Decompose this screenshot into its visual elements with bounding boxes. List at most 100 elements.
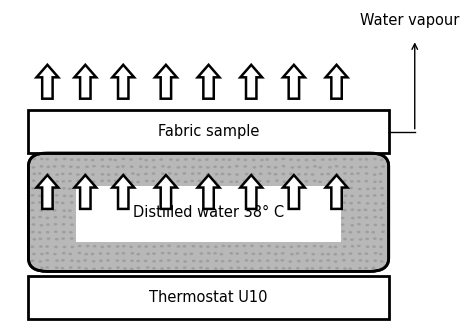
Polygon shape <box>240 175 262 209</box>
Circle shape <box>372 245 376 248</box>
Circle shape <box>114 202 118 205</box>
Circle shape <box>70 259 74 262</box>
Circle shape <box>295 224 299 227</box>
Circle shape <box>243 180 246 182</box>
Circle shape <box>38 238 42 240</box>
Circle shape <box>91 253 94 255</box>
Circle shape <box>374 224 377 226</box>
Circle shape <box>349 202 353 205</box>
Circle shape <box>326 224 329 226</box>
Circle shape <box>380 187 384 190</box>
Circle shape <box>374 166 378 169</box>
Circle shape <box>229 252 233 255</box>
Circle shape <box>182 172 186 175</box>
Circle shape <box>92 216 96 219</box>
Circle shape <box>190 216 193 219</box>
Circle shape <box>46 173 50 175</box>
Circle shape <box>328 158 332 161</box>
Circle shape <box>55 259 59 262</box>
Circle shape <box>295 202 299 205</box>
Circle shape <box>33 238 36 240</box>
Circle shape <box>191 194 195 197</box>
Circle shape <box>381 230 385 233</box>
Circle shape <box>288 267 292 269</box>
Circle shape <box>258 259 262 262</box>
Circle shape <box>153 166 156 169</box>
Circle shape <box>61 259 65 262</box>
Circle shape <box>221 216 225 219</box>
Circle shape <box>365 260 369 263</box>
Circle shape <box>373 194 376 197</box>
Circle shape <box>258 180 262 182</box>
Circle shape <box>91 173 95 176</box>
Circle shape <box>260 223 264 226</box>
Circle shape <box>267 165 271 168</box>
Circle shape <box>68 172 72 175</box>
Circle shape <box>86 216 90 218</box>
Circle shape <box>160 194 164 197</box>
Circle shape <box>288 180 292 182</box>
Circle shape <box>85 165 89 168</box>
Circle shape <box>191 166 195 168</box>
Circle shape <box>176 245 180 248</box>
Circle shape <box>38 215 42 218</box>
Circle shape <box>359 166 363 168</box>
Circle shape <box>282 238 286 241</box>
Circle shape <box>144 159 148 162</box>
Circle shape <box>364 267 368 269</box>
Circle shape <box>146 216 150 219</box>
Circle shape <box>237 215 241 218</box>
Circle shape <box>31 166 35 169</box>
Polygon shape <box>198 65 219 99</box>
Circle shape <box>229 195 233 197</box>
Circle shape <box>78 244 82 247</box>
Circle shape <box>107 187 110 190</box>
Circle shape <box>259 230 263 233</box>
Circle shape <box>221 194 225 197</box>
Circle shape <box>379 180 383 183</box>
Circle shape <box>351 245 355 247</box>
Circle shape <box>152 159 155 162</box>
Circle shape <box>365 180 368 183</box>
Circle shape <box>215 223 219 225</box>
Circle shape <box>68 209 72 212</box>
Circle shape <box>237 266 240 269</box>
Circle shape <box>198 231 201 234</box>
Circle shape <box>326 238 330 241</box>
Circle shape <box>245 223 248 226</box>
Circle shape <box>374 259 377 262</box>
Circle shape <box>121 224 125 227</box>
Circle shape <box>206 180 210 182</box>
Circle shape <box>328 166 332 168</box>
Circle shape <box>328 180 331 183</box>
Circle shape <box>108 209 111 211</box>
Circle shape <box>334 260 337 263</box>
Circle shape <box>259 165 263 168</box>
Circle shape <box>245 216 248 219</box>
Circle shape <box>259 267 263 269</box>
Circle shape <box>282 173 285 175</box>
Circle shape <box>237 158 240 161</box>
Circle shape <box>91 209 95 212</box>
Circle shape <box>245 259 248 262</box>
Circle shape <box>161 238 164 240</box>
Circle shape <box>250 244 254 247</box>
Circle shape <box>327 253 330 255</box>
Circle shape <box>341 230 345 233</box>
Polygon shape <box>74 65 96 99</box>
Circle shape <box>243 244 246 247</box>
Circle shape <box>85 239 89 241</box>
Circle shape <box>176 216 180 219</box>
Circle shape <box>154 231 158 233</box>
Polygon shape <box>283 175 305 209</box>
Circle shape <box>351 217 355 219</box>
Circle shape <box>281 252 284 255</box>
Circle shape <box>54 223 57 226</box>
Circle shape <box>68 180 72 182</box>
Circle shape <box>84 253 88 255</box>
Circle shape <box>30 245 34 248</box>
Circle shape <box>199 165 202 168</box>
Circle shape <box>197 209 201 212</box>
Circle shape <box>161 165 165 168</box>
Circle shape <box>228 231 231 233</box>
